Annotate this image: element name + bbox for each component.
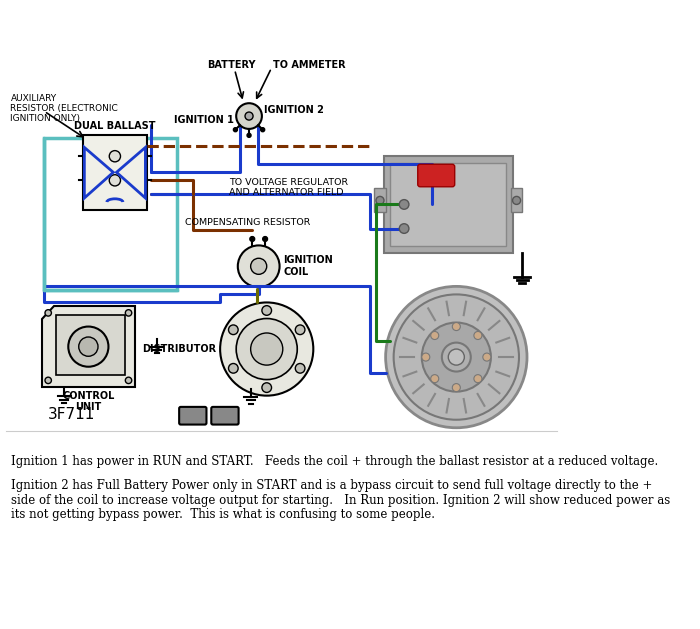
Circle shape: [236, 318, 298, 379]
FancyBboxPatch shape: [418, 164, 455, 187]
Text: IGNITION
COIL: IGNITION COIL: [284, 255, 333, 277]
Circle shape: [251, 259, 267, 274]
Circle shape: [399, 224, 409, 233]
Bar: [83, 135, 147, 210]
Circle shape: [228, 325, 238, 335]
Text: COMPENSATING RESISTOR: COMPENSATING RESISTOR: [185, 218, 310, 226]
Bar: [374, 188, 386, 213]
Circle shape: [448, 349, 464, 365]
Circle shape: [109, 150, 120, 162]
Circle shape: [251, 333, 283, 365]
Circle shape: [430, 375, 439, 382]
Circle shape: [69, 326, 108, 367]
Circle shape: [228, 364, 238, 373]
Bar: [511, 188, 522, 213]
Circle shape: [393, 294, 519, 420]
Circle shape: [474, 331, 482, 340]
Text: Ignition 2 has Full Battery Power only in START and is a bypass circuit to send : Ignition 2 has Full Battery Power only i…: [11, 479, 652, 492]
Text: Ignition 1 has power in RUN and START.   Feeds the coil + through the ballast re: Ignition 1 has power in RUN and START. F…: [11, 455, 659, 468]
Text: AUXILIARY
RESISTOR (ELECTRONIC
IGNITION ONLY): AUXILIARY RESISTOR (ELECTRONIC IGNITION …: [10, 94, 118, 123]
Bar: [56, 314, 125, 375]
Text: IGNITION 1: IGNITION 1: [174, 115, 234, 125]
Circle shape: [295, 364, 305, 373]
FancyBboxPatch shape: [179, 407, 206, 425]
Circle shape: [262, 383, 272, 392]
Text: its not getting bypass power.  This is what is confusing to some people.: its not getting bypass power. This is wh…: [11, 508, 435, 521]
Circle shape: [262, 306, 272, 315]
Circle shape: [245, 112, 253, 120]
Circle shape: [376, 196, 384, 204]
Circle shape: [260, 128, 265, 131]
Bar: [384, 156, 512, 253]
Circle shape: [295, 325, 305, 335]
FancyBboxPatch shape: [211, 407, 239, 425]
Text: CONTROL
UNIT: CONTROL UNIT: [62, 391, 115, 413]
Circle shape: [452, 323, 461, 331]
Polygon shape: [42, 306, 135, 387]
Text: TO AMMETER: TO AMMETER: [273, 60, 346, 70]
Circle shape: [422, 353, 430, 361]
Text: BATTERY: BATTERY: [207, 60, 256, 70]
Circle shape: [452, 384, 461, 392]
Circle shape: [125, 309, 132, 316]
Circle shape: [247, 133, 251, 137]
Circle shape: [125, 377, 132, 384]
Circle shape: [45, 309, 51, 316]
Circle shape: [430, 331, 439, 340]
Circle shape: [233, 128, 237, 131]
Circle shape: [422, 323, 491, 392]
Circle shape: [250, 237, 255, 242]
Text: DISTRIBUTOR: DISTRIBUTOR: [142, 344, 216, 354]
Text: IGNITION 2: IGNITION 2: [265, 104, 324, 114]
Text: TO VOLTAGE REGULATOR
AND ALTERNATOR FIELD: TO VOLTAGE REGULATOR AND ALTERNATOR FIEL…: [229, 178, 348, 198]
Bar: [391, 163, 506, 246]
Circle shape: [483, 353, 491, 361]
Circle shape: [238, 245, 279, 287]
Circle shape: [512, 196, 521, 204]
Circle shape: [442, 343, 471, 372]
Circle shape: [386, 286, 527, 428]
Text: side of the coil to increase voltage output for starting.   In Run position. Ign: side of the coil to increase voltage out…: [11, 494, 671, 506]
Text: 3F711: 3F711: [48, 407, 96, 422]
Circle shape: [474, 375, 482, 382]
Text: DUAL BALLAST: DUAL BALLAST: [74, 121, 155, 131]
Circle shape: [262, 237, 267, 242]
Circle shape: [220, 303, 314, 396]
Circle shape: [236, 103, 262, 129]
Circle shape: [45, 377, 51, 384]
Bar: [44, 138, 176, 291]
Circle shape: [399, 199, 409, 209]
Circle shape: [78, 337, 98, 356]
Circle shape: [109, 175, 120, 186]
